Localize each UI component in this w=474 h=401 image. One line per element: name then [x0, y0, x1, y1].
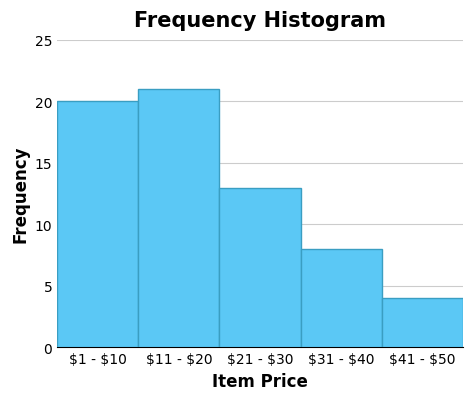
Y-axis label: Frequency: Frequency	[11, 146, 29, 243]
Bar	[57, 102, 138, 348]
Bar	[138, 90, 219, 348]
Bar	[382, 298, 463, 348]
Bar	[219, 188, 301, 348]
Title: Frequency Histogram: Frequency Histogram	[134, 11, 386, 31]
Bar	[301, 249, 382, 348]
X-axis label: Item Price: Item Price	[212, 372, 308, 390]
